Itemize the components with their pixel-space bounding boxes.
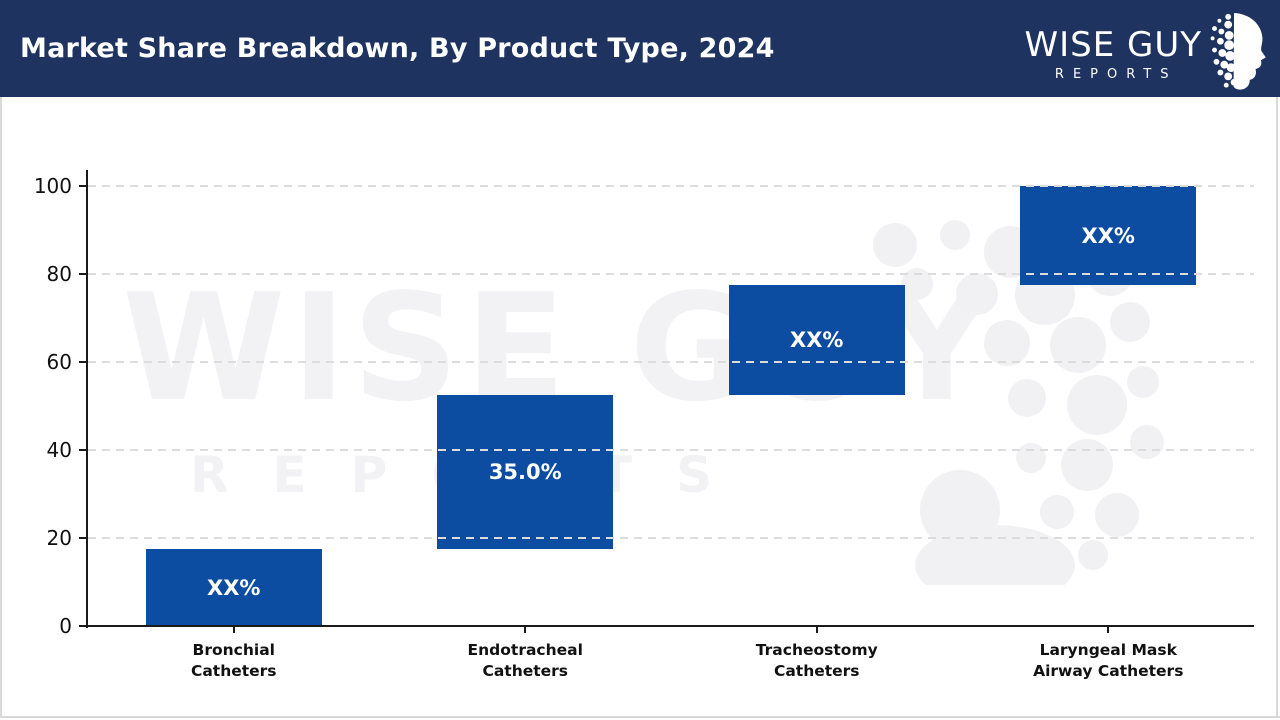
page-border-left: [0, 97, 2, 718]
y-tick-mark: [79, 449, 86, 451]
y-tick-label: 80: [46, 262, 72, 286]
page-border-right: [1276, 97, 1278, 718]
x-category-label: Bronchial Catheters: [190, 641, 277, 680]
x-tick-mark: [1107, 627, 1110, 633]
x-tick-mark: [815, 627, 818, 633]
brand-name: WISE GUY: [1024, 25, 1202, 65]
bar-segment: XX%: [1020, 186, 1197, 285]
y-axis-line: [86, 170, 88, 628]
y-tick-label: 0: [59, 614, 72, 638]
bar-segment: XX%: [145, 549, 322, 626]
y-tick-label: 20: [46, 526, 72, 550]
bar-value-label: XX%: [790, 328, 844, 352]
face-profile-icon: [1204, 11, 1268, 97]
bar-segment: XX%: [728, 285, 905, 395]
y-tick-mark: [79, 625, 86, 627]
y-tick-label: 100: [33, 174, 72, 198]
x-category-label: Endotracheal Catheters: [467, 641, 583, 680]
header-bar: Market Share Breakdown, By Product Type,…: [0, 0, 1280, 97]
brand-subname: REPORTS: [1054, 67, 1178, 82]
y-tick-mark: [79, 185, 86, 187]
bar-segment: 35.0%: [437, 395, 614, 549]
bar-value-label: 35.0%: [488, 460, 562, 484]
bar-value-label: XX%: [207, 575, 261, 600]
y-tick-mark: [79, 537, 86, 539]
x-category-label: Laryngeal Mask Airway Catheters: [1033, 641, 1184, 680]
page-border-bottom: [0, 716, 1280, 718]
y-tick-mark: [79, 361, 86, 363]
x-tick-mark: [524, 627, 527, 633]
page-title: Market Share Breakdown, By Product Type,…: [20, 33, 775, 64]
x-category-label: Tracheostomy Catheters: [755, 641, 878, 680]
y-tick-mark: [79, 273, 86, 275]
y-tick-label: 40: [46, 438, 72, 462]
y-tick-label: 60: [46, 350, 72, 374]
brand-logo: WISE GUY REPORTS: [1024, 11, 1268, 97]
x-tick-mark: [232, 627, 235, 633]
bar-value-label: XX%: [1081, 223, 1135, 248]
x-axis-line: [86, 625, 1254, 627]
brand-logo-text: WISE GUY REPORTS: [1024, 26, 1202, 82]
